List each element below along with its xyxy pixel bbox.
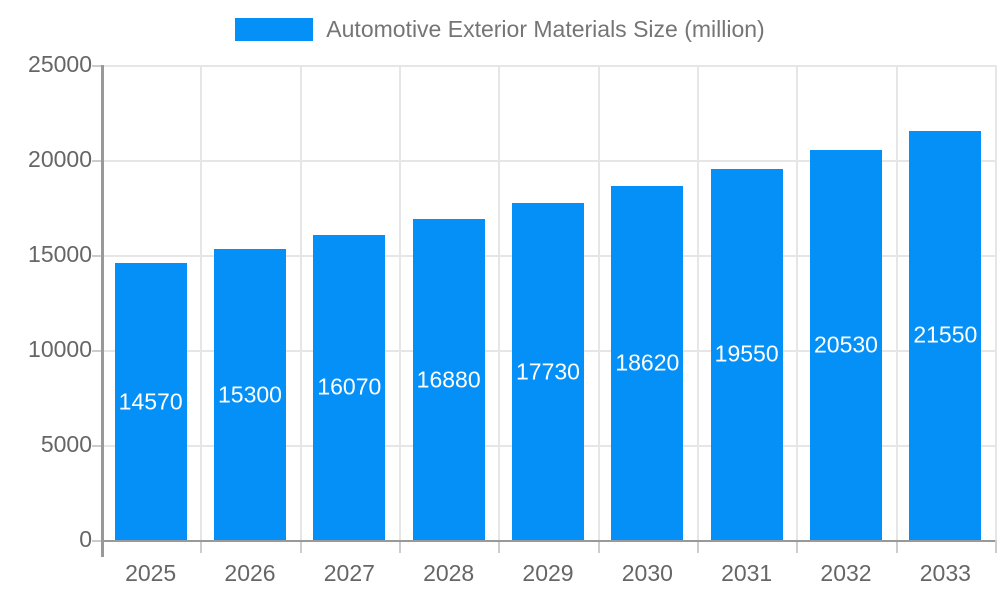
bar [412, 219, 485, 540]
bar [313, 234, 386, 540]
bar-value-label: 19550 [714, 340, 779, 367]
x-tick-mark [796, 540, 799, 553]
bar [611, 186, 684, 540]
y-tick-mark [92, 540, 101, 542]
y-tick-label: 20000 [28, 146, 92, 172]
x-tick-mark [697, 540, 699, 553]
legend-swatch-icon [235, 17, 314, 41]
v-gridline [299, 65, 302, 540]
v-gridline [796, 65, 799, 540]
bar-value-label: 17730 [516, 358, 580, 385]
y-tick-mark [92, 65, 101, 67]
bar [810, 149, 882, 540]
x-tick-mark [895, 540, 898, 553]
bar [710, 168, 783, 540]
x-tick-label: 2026 [224, 560, 276, 586]
x-tick-label: 2028 [423, 560, 475, 586]
x-tick-label: 2029 [522, 560, 574, 586]
v-gridline [697, 65, 699, 540]
h-gridline [101, 65, 995, 67]
v-gridline [498, 65, 501, 540]
y-tick-label: 5000 [40, 431, 92, 457]
bar [114, 263, 187, 540]
bar [214, 249, 286, 540]
v-gridline [597, 65, 600, 540]
x-tick-label: 2027 [323, 560, 375, 586]
y-tick-mark [92, 255, 101, 257]
y-tick-mark [92, 160, 101, 162]
y-axis-line [101, 65, 104, 557]
x-tick-mark [597, 540, 600, 553]
x-tick-mark [299, 540, 302, 553]
x-tick-mark [498, 540, 501, 553]
y-tick-label: 25000 [28, 51, 92, 77]
y-tick-label: 0 [79, 526, 92, 552]
y-tick-label: 15000 [28, 241, 92, 267]
v-gridline [895, 65, 898, 540]
plot-area: 14570 15300 16070 16880 17730 18620 19550 20530… [92, 65, 997, 557]
v-gridline [995, 65, 997, 540]
x-tick-mark [399, 540, 401, 553]
x-tick-label: 2031 [721, 560, 773, 586]
bar-value-label: 20530 [814, 331, 878, 358]
bar-value-label: 16880 [416, 366, 481, 393]
bar-value-label: 16070 [317, 373, 382, 400]
y-tick-label: 10000 [28, 336, 92, 362]
y-tick-mark [92, 445, 101, 447]
x-tick-mark [200, 540, 203, 553]
bar-value-label: 14570 [118, 388, 183, 415]
bar-value-label: 18620 [615, 349, 680, 376]
legend-label: Automotive Exterior Materials Size (mill… [326, 15, 765, 42]
x-tick-mark [995, 540, 997, 553]
bar [909, 130, 982, 540]
y-tick-mark [92, 350, 101, 352]
h-gridline [101, 160, 995, 162]
x-tick-label: 2025 [125, 560, 177, 586]
x-tick-label: 2032 [820, 560, 872, 586]
x-axis-line [101, 540, 995, 542]
bar-value-label: 21550 [913, 321, 978, 348]
v-gridline [399, 65, 401, 540]
v-gridline [200, 65, 203, 540]
bar-value-label: 15300 [218, 381, 282, 408]
x-tick-label: 2030 [621, 560, 673, 586]
x-tick-label: 2033 [919, 560, 971, 586]
bar [512, 203, 584, 540]
legend: Automotive Exterior Materials Size (mill… [0, 14, 1000, 44]
